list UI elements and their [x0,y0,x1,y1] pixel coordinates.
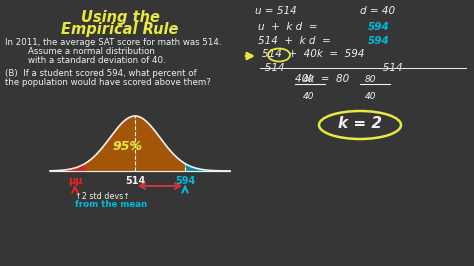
Text: 40: 40 [303,75,315,84]
Text: 594: 594 [368,36,390,46]
Text: 40: 40 [365,92,376,101]
Text: the population would have scored above them?: the population would have scored above t… [5,78,211,87]
Text: 80: 80 [365,75,376,84]
Text: 514: 514 [125,176,145,186]
Text: (B)  If a student scored 594, what percent of: (B) If a student scored 594, what percen… [5,69,197,78]
Text: μμ: μμ [68,176,82,186]
Text: Using the: Using the [81,10,159,25]
Text: In 2011, the average SAT score for math was 514.: In 2011, the average SAT score for math … [5,38,221,47]
Text: ↑2 std devs↑: ↑2 std devs↑ [75,192,130,201]
Text: Assume a normal distribution: Assume a normal distribution [28,47,155,56]
Text: 95%: 95% [112,139,142,152]
Text: with a standard deviation of 40.: with a standard deviation of 40. [28,56,165,65]
Text: from the mean: from the mean [75,200,147,209]
Text: 594: 594 [368,22,390,32]
Text: -514: -514 [380,63,404,73]
Text: -514: -514 [262,63,286,73]
Text: 40: 40 [303,92,315,101]
Text: 40k  =  80: 40k = 80 [295,74,349,84]
Text: d = 40: d = 40 [360,6,395,16]
Text: u  +  k d  =: u + k d = [258,22,318,32]
Text: k = 2: k = 2 [338,116,382,131]
Text: 514  +  k d  =: 514 + k d = [258,36,331,46]
Text: 514  +  40k  =  594: 514 + 40k = 594 [262,49,365,59]
Text: u = 514: u = 514 [255,6,297,16]
Text: Empirical Rule: Empirical Rule [61,22,179,37]
Text: 594: 594 [175,176,195,186]
